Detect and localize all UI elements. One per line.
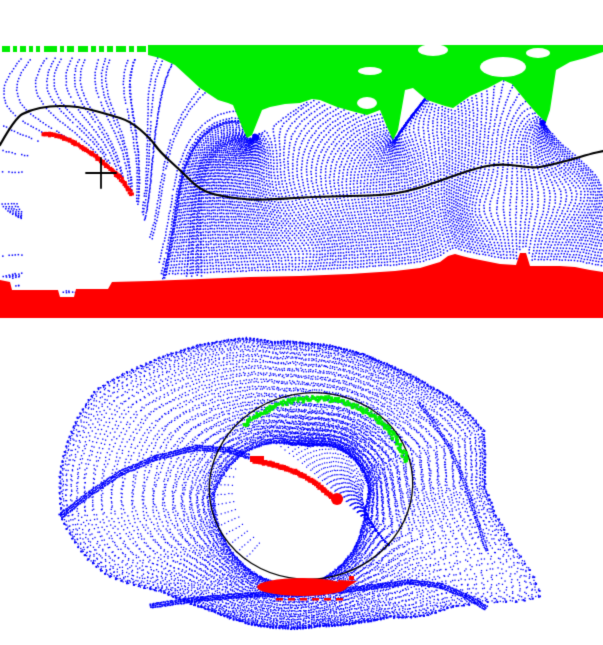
manifold-plot-canvas <box>0 0 603 645</box>
figure-container <box>0 0 603 645</box>
